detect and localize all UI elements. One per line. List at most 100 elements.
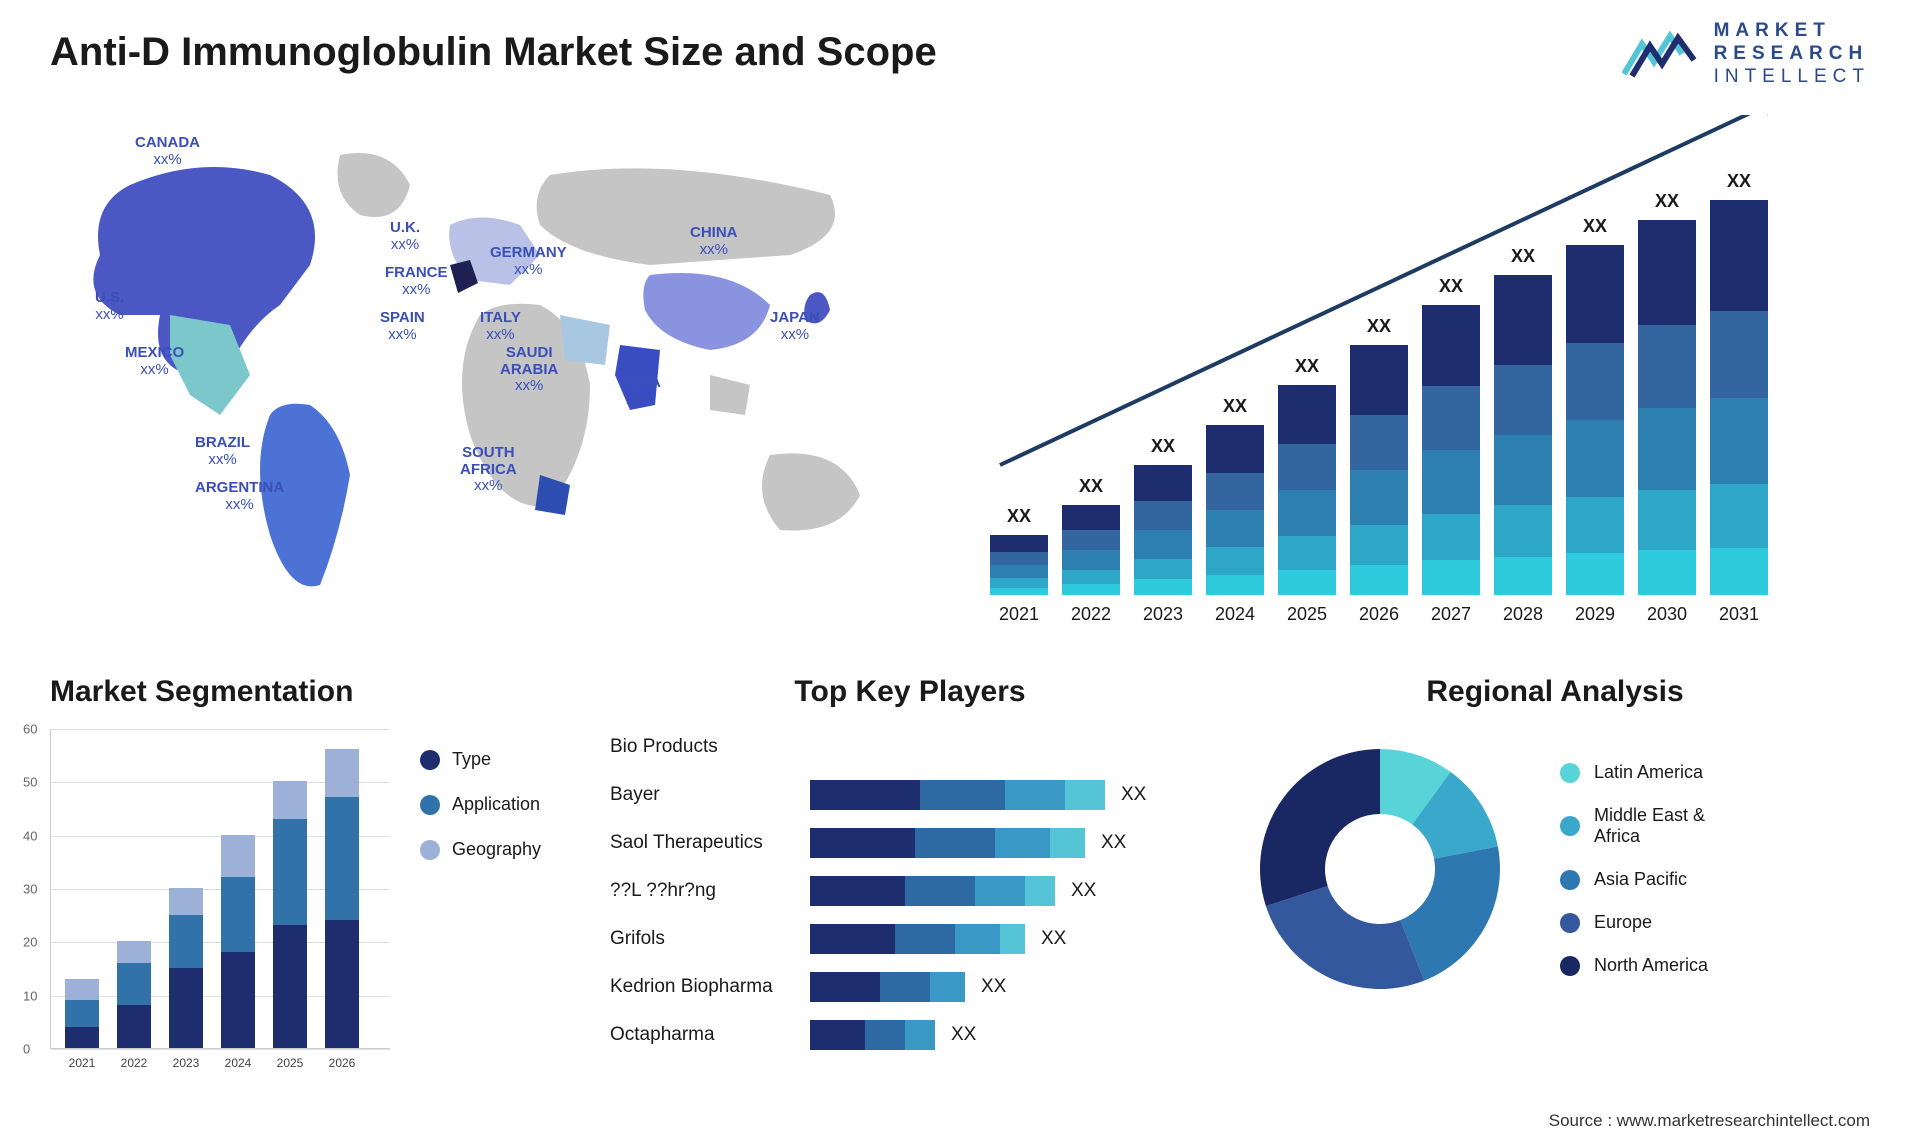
logo-line3: INTELLECT xyxy=(1714,66,1870,89)
segmentation-chart: 0102030405060202120222023202420252026 xyxy=(50,729,390,1049)
growth-bar-year: 2025 xyxy=(1278,604,1336,625)
player-name: Kedrion Biopharma xyxy=(610,976,810,998)
seg-bar-segment xyxy=(325,749,359,797)
seg-bar-segment xyxy=(273,819,307,926)
region-legend-label: Asia Pacific xyxy=(1594,869,1687,890)
players-title: Top Key Players xyxy=(610,675,1210,709)
seg-ytick-label: 50 xyxy=(23,775,37,790)
player-bar-segment xyxy=(1065,780,1105,810)
legend-dot-icon xyxy=(1560,816,1580,836)
seg-ytick-label: 10 xyxy=(23,988,37,1003)
seg-bar-segment xyxy=(325,797,359,920)
map-label: INDIAxx% xyxy=(620,375,661,408)
player-bar-segment xyxy=(915,828,995,858)
seg-bar-segment xyxy=(325,920,359,1048)
player-name: Octapharma xyxy=(610,1024,810,1046)
seg-bar-segment xyxy=(221,877,255,952)
seg-bar-segment xyxy=(65,1000,99,1027)
region-legend-label: North America xyxy=(1594,955,1708,976)
player-bar-segment xyxy=(975,876,1025,906)
player-bar-segment xyxy=(810,780,920,810)
regional-legend: Latin America Middle East & Africa Asia Pa… xyxy=(1560,762,1708,976)
region-legend-label: Latin America xyxy=(1594,762,1703,783)
player-bar-segment xyxy=(810,876,905,906)
seg-ytick-label: 20 xyxy=(23,935,37,950)
seg-legend-label: Application xyxy=(452,794,540,815)
map-label: ITALYxx% xyxy=(480,310,521,343)
growth-bar-year: 2027 xyxy=(1422,604,1480,625)
player-bar-segment xyxy=(1000,924,1025,954)
source-attribution: Source : www.marketresearchintellect.com xyxy=(1549,1111,1870,1131)
seg-bar-segment xyxy=(221,952,255,1048)
growth-bar-year: 2023 xyxy=(1134,604,1192,625)
seg-bar-segment xyxy=(169,888,203,915)
player-bar xyxy=(810,780,1105,810)
growth-bar-chart: XX2021XX2022XX2023XX2024XX2025XX2026XX20… xyxy=(990,115,1870,635)
player-row: GrifolsXX xyxy=(610,921,1210,957)
segmentation-panel: Market Segmentation 01020304050602021202… xyxy=(50,675,580,1105)
map-label: SOUTHAFRICAxx% xyxy=(460,445,517,495)
region-title: Regional Analysis xyxy=(1240,675,1870,709)
seg-bar xyxy=(273,781,307,1048)
growth-bar-year: 2029 xyxy=(1566,604,1624,625)
seg-ytick-label: 0 xyxy=(23,1042,30,1057)
map-label: CHINAxx% xyxy=(690,225,738,258)
seg-legend-item: Geography xyxy=(420,839,580,860)
regional-donut-chart xyxy=(1240,729,1520,1009)
seg-bar-segment xyxy=(65,979,99,1000)
player-row: Octapharma XX xyxy=(610,1017,1210,1053)
seg-bar-segment xyxy=(117,963,151,1006)
seg-year-label: 2024 xyxy=(221,1056,255,1070)
player-bar-segment xyxy=(1050,828,1085,858)
growth-bar-year: 2030 xyxy=(1638,604,1696,625)
seg-legend-label: Type xyxy=(452,749,491,770)
map-label: SAUDIARABIAxx% xyxy=(500,345,558,395)
seg-year-label: 2023 xyxy=(169,1056,203,1070)
legend-dot-icon xyxy=(1560,956,1580,976)
player-row: ??L ??hr?ngXX xyxy=(610,873,1210,909)
seg-bar xyxy=(117,941,151,1048)
seg-bar-segment xyxy=(221,835,255,878)
map-label: U.S.xx% xyxy=(95,290,124,323)
seg-year-label: 2025 xyxy=(273,1056,307,1070)
seg-legend-item: Type xyxy=(420,749,580,770)
player-name: Bayer xyxy=(610,784,810,806)
player-row: Bio Products xyxy=(610,729,1210,765)
player-value: XX xyxy=(951,1024,976,1046)
seg-ytick-label: 30 xyxy=(23,882,37,897)
player-row: BayerXX xyxy=(610,777,1210,813)
player-bar xyxy=(810,828,1085,858)
player-bar xyxy=(810,1020,935,1050)
seg-ytick-label: 40 xyxy=(23,828,37,843)
logo-line1: MARKET xyxy=(1714,20,1870,43)
map-label: CANADAxx% xyxy=(135,135,200,168)
player-bar-segment xyxy=(905,876,975,906)
player-bar xyxy=(810,972,965,1002)
seg-legend-label: Geography xyxy=(452,839,541,860)
player-bar-segment xyxy=(995,828,1050,858)
region-legend-item: North America xyxy=(1560,955,1708,976)
player-bar xyxy=(810,876,1055,906)
seg-bar-segment xyxy=(273,781,307,818)
seg-bar-segment xyxy=(169,968,203,1048)
player-name: ??L ??hr?ng xyxy=(610,880,810,902)
growth-chart-panel: XX2021XX2022XX2023XX2024XX2025XX2026XX20… xyxy=(990,115,1870,635)
region-legend-item: Europe xyxy=(1560,912,1708,933)
player-bar-segment xyxy=(920,780,1005,810)
seg-bar xyxy=(221,835,255,1048)
seg-bar-segment xyxy=(117,941,151,962)
player-value: XX xyxy=(1101,832,1126,854)
legend-dot-icon xyxy=(420,750,440,770)
seg-year-label: 2022 xyxy=(117,1056,151,1070)
players-panel: Top Key Players Bio ProductsBayerXXSaol … xyxy=(610,675,1210,1105)
seg-year-label: 2021 xyxy=(65,1056,99,1070)
player-name: Saol Therapeutics xyxy=(610,832,810,854)
region-legend-item: Latin America xyxy=(1560,762,1708,783)
player-name: Bio Products xyxy=(610,736,810,758)
player-name: Grifols xyxy=(610,928,810,950)
map-label: JAPANxx% xyxy=(770,310,820,343)
region-legend-item: Middle East & Africa xyxy=(1560,805,1708,847)
seg-bar xyxy=(169,888,203,1048)
region-legend-item: Asia Pacific xyxy=(1560,869,1708,890)
map-label: ARGENTINAxx% xyxy=(195,480,284,513)
